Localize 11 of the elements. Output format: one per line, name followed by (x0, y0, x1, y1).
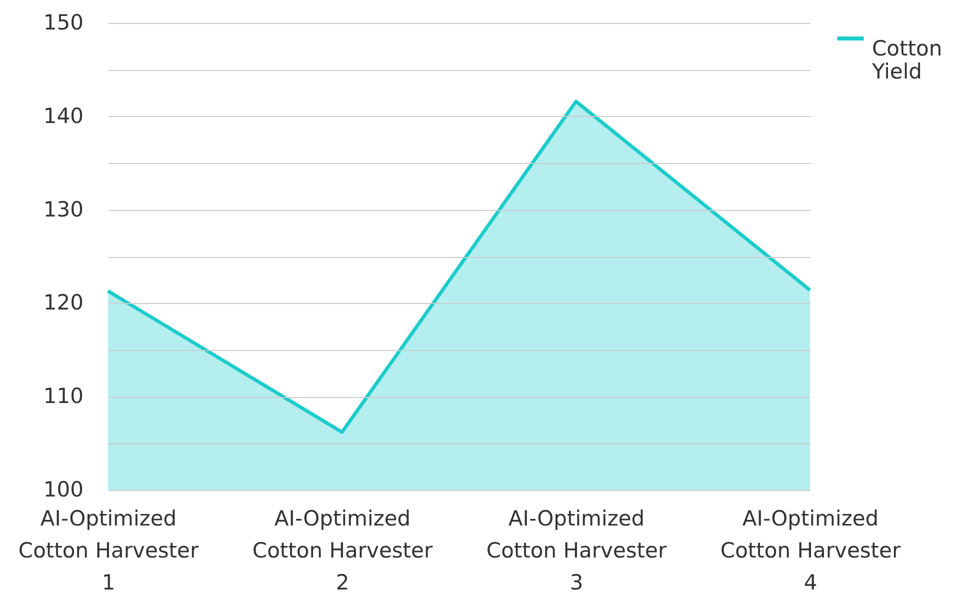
x-tick-label: AI-Optimized Cotton Harvester 1 (18, 506, 199, 594)
x-tick-label: AI-Optimized Cotton Harvester 2 (252, 506, 433, 594)
y-tick-label: 120 (43, 290, 84, 315)
y-tick-label: 110 (43, 384, 84, 408)
legend-label: Cotton Yield (871, 36, 942, 84)
x-tick-label: AI-Optimized Cotton Harvester 3 (486, 506, 667, 594)
y-tick-label: 100 (43, 478, 84, 502)
y-tick-label: 150 (43, 10, 84, 34)
y-tick-label: 130 (43, 197, 84, 222)
y-tick-label: 140 (43, 104, 84, 128)
x-tick-label: AI-Optimized Cotton Harvester 4 (720, 506, 901, 594)
